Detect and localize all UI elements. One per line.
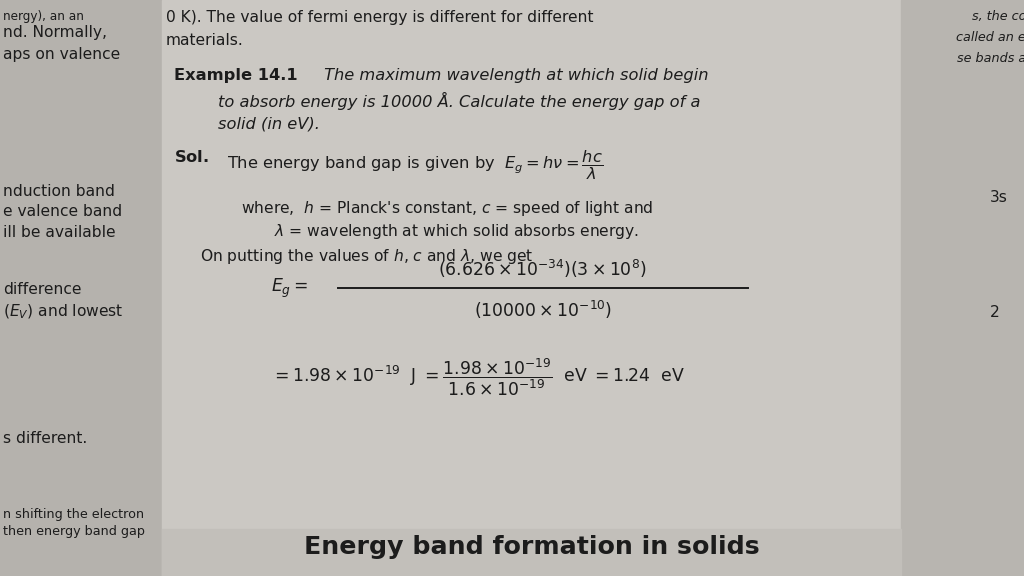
Text: e valence band: e valence band — [3, 204, 122, 219]
Text: $\lambda$ = wavelength at which solid absorbs energy.: $\lambda$ = wavelength at which solid ab… — [274, 222, 640, 241]
Text: $(E_V)$ and lowest: $(E_V)$ and lowest — [3, 303, 124, 321]
Text: se bands a: se bands a — [956, 52, 1024, 65]
Bar — [162, 0, 901, 576]
Text: nduction band: nduction band — [3, 184, 115, 199]
Text: 3s: 3s — [990, 190, 1008, 205]
Bar — [162, 529, 901, 576]
Text: $E_g =$: $E_g =$ — [271, 276, 308, 300]
Text: nergy), an an: nergy), an an — [3, 10, 84, 24]
Text: ill be available: ill be available — [3, 225, 116, 240]
Text: then energy band gap: then energy band gap — [3, 525, 145, 539]
Bar — [901, 0, 1024, 576]
Text: difference: difference — [3, 282, 82, 297]
Text: 2: 2 — [990, 305, 1000, 320]
Text: On putting the values of $h$, $c$ and $\lambda$, we get: On putting the values of $h$, $c$ and $\… — [200, 247, 534, 266]
Bar — [0, 0, 162, 576]
Text: $\mathbf{Sol.}$: $\mathbf{Sol.}$ — [174, 149, 209, 165]
Text: $(10000 \times 10^{-10})$: $(10000 \times 10^{-10})$ — [474, 299, 611, 321]
Text: The energy band gap is given by  $E_g = h\nu = \dfrac{hc}{\lambda}$: The energy band gap is given by $E_g = h… — [227, 149, 603, 181]
Text: to absorb energy is 10000 Å. Calculate the energy gap of a: to absorb energy is 10000 Å. Calculate t… — [218, 92, 700, 110]
Text: 0 K). The value of fermi energy is different for different: 0 K). The value of fermi energy is diffe… — [166, 10, 593, 25]
Text: $(6.626 \times 10^{-34})(3 \times 10^{8})$: $(6.626 \times 10^{-34})(3 \times 10^{8}… — [438, 258, 647, 280]
Text: solid (in eV).: solid (in eV). — [218, 116, 319, 131]
Text: n shifting the electron: n shifting the electron — [3, 508, 144, 521]
Text: The maximum wavelength at which solid begin: The maximum wavelength at which solid be… — [319, 68, 709, 83]
Text: where,  $h$ = Planck's constant, $c$ = speed of light and: where, $h$ = Planck's constant, $c$ = sp… — [241, 199, 653, 218]
Text: nd. Normally,: nd. Normally, — [3, 25, 108, 40]
Text: called an e: called an e — [956, 31, 1024, 44]
Text: Example 14.1: Example 14.1 — [174, 68, 298, 83]
Text: s, the co: s, the co — [972, 10, 1024, 24]
Text: aps on valence: aps on valence — [3, 47, 121, 62]
Text: materials.: materials. — [166, 33, 244, 48]
Text: s different.: s different. — [3, 431, 87, 446]
Text: Energy band formation in solids: Energy band formation in solids — [303, 535, 760, 559]
Text: $=1.98 \times 10^{-19}$  J $= \dfrac{1.98 \times 10^{-19}}{1.6 \times 10^{-19}}$: $=1.98 \times 10^{-19}$ J $= \dfrac{1.98… — [271, 356, 685, 397]
